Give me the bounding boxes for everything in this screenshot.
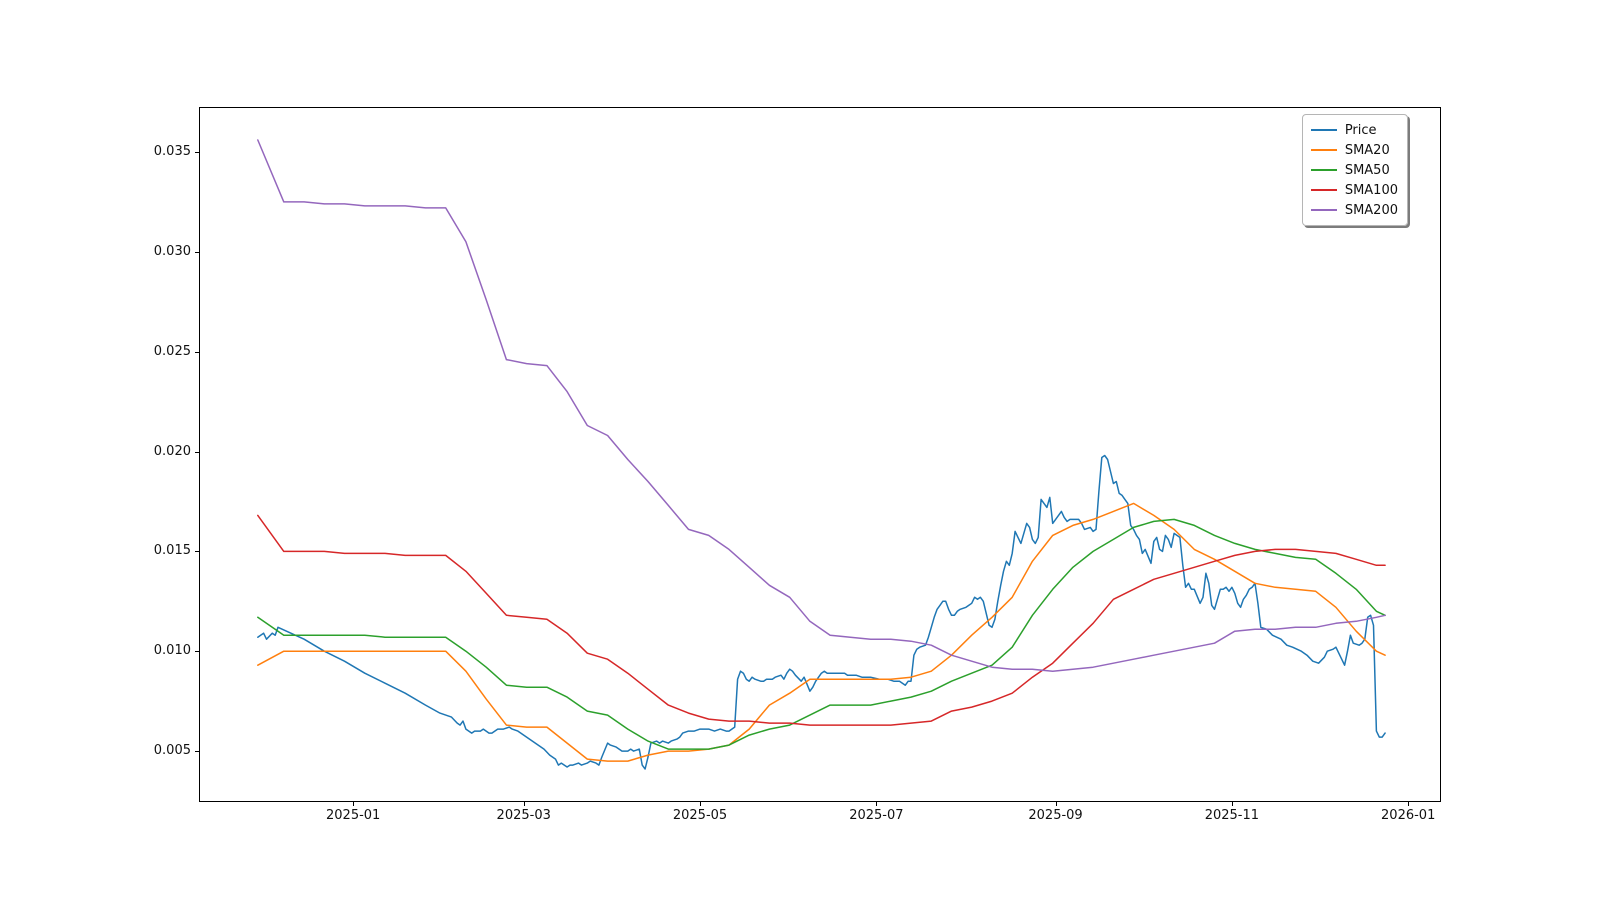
legend-label: Price (1344, 122, 1377, 138)
legend-line-swatch (1310, 129, 1337, 131)
series-line-price (257, 454, 1386, 770)
y-tick-label: 0.025 (153, 343, 191, 359)
y-tick-mark (195, 251, 199, 253)
x-tick-mark (1231, 802, 1233, 806)
legend-line-swatch (1310, 149, 1337, 151)
legend-label: SMA100 (1344, 182, 1398, 198)
legend-line-swatch (1310, 169, 1337, 171)
x-tick-label: 2025-01 (326, 808, 381, 823)
series-line-sma100 (257, 514, 1386, 726)
x-tick-mark (1055, 802, 1057, 806)
plot-area: Price SMA20 SMA50 SMA100 SMA200 (199, 107, 1441, 802)
legend-line-swatch (1310, 189, 1337, 191)
legend-line-swatch (1310, 209, 1337, 211)
y-tick-label: 0.035 (153, 143, 191, 159)
y-tick-mark (195, 751, 199, 753)
legend-label: SMA20 (1344, 142, 1390, 158)
y-tick-label: 0.015 (153, 543, 191, 559)
series-line-sma20 (257, 502, 1386, 762)
series-line-sma200 (257, 139, 1386, 672)
x-tick-label: 2025-07 (849, 808, 904, 823)
price-sma-lines (257, 139, 1386, 770)
x-tick-mark (523, 802, 525, 806)
x-tick-mark (1408, 802, 1410, 806)
x-tick-mark (353, 802, 355, 806)
legend-label: SMA50 (1344, 162, 1390, 178)
x-tick-label: 2025-09 (1028, 808, 1083, 823)
y-tick-mark (195, 551, 199, 553)
legend-item-sma50: SMA50 (1310, 160, 1398, 180)
legend: Price SMA20 SMA50 SMA100 SMA200 (1301, 114, 1408, 226)
x-tick-label: 2026-01 (1381, 808, 1436, 823)
y-tick-mark (195, 451, 199, 453)
legend-item-price: Price (1310, 120, 1398, 140)
y-tick-mark (195, 651, 199, 653)
x-tick-mark (700, 802, 702, 806)
x-tick-label: 2025-03 (496, 808, 551, 823)
legend-item-sma100: SMA100 (1310, 180, 1398, 200)
y-tick-label: 0.030 (153, 243, 191, 259)
y-tick-label: 0.005 (153, 743, 191, 759)
y-tick-mark (195, 351, 199, 353)
legend-item-sma20: SMA20 (1310, 140, 1398, 160)
x-tick-mark (876, 802, 878, 806)
legend-label: SMA200 (1344, 202, 1398, 218)
legend-item-sma200: SMA200 (1310, 200, 1398, 220)
series-line-sma50 (257, 518, 1386, 750)
y-tick-label: 0.020 (153, 443, 191, 459)
x-tick-label: 2025-05 (672, 808, 728, 823)
y-tick-label: 0.010 (153, 643, 191, 659)
y-tick-mark (195, 151, 199, 153)
x-tick-label: 2025-11 (1204, 808, 1260, 823)
